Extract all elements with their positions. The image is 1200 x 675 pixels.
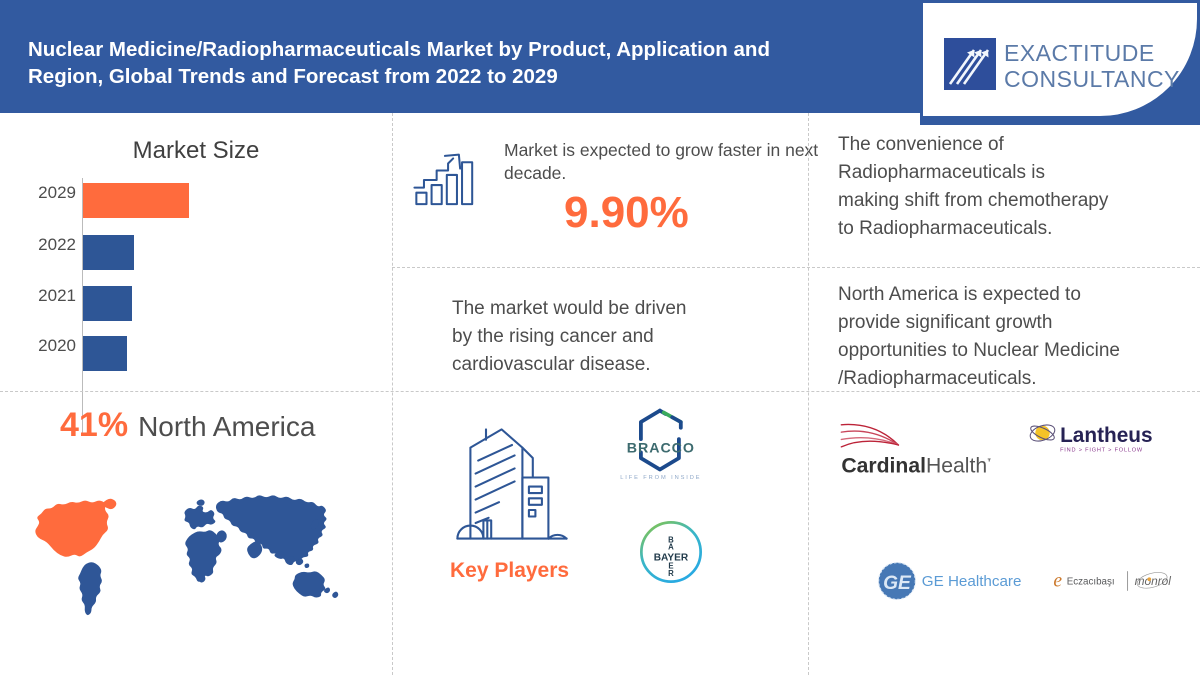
svg-text:Eczacıbaşı: Eczacıbaşı xyxy=(1067,577,1115,588)
svg-text:LIFE FROM INSIDE: LIFE FROM INSIDE xyxy=(620,475,701,481)
svg-text:Lantheus: Lantheus xyxy=(1060,424,1152,447)
svg-text:A: A xyxy=(668,543,674,552)
svg-text:BRACCO: BRACCO xyxy=(627,440,695,456)
svg-text:monrol: monrol xyxy=(1135,574,1172,588)
svg-text:e: e xyxy=(1053,571,1062,592)
svg-text:GE: GE xyxy=(883,573,912,594)
svg-text:FIND > FIGHT > FOLLOW: FIND > FIGHT > FOLLOW xyxy=(1060,447,1143,453)
svg-text:R: R xyxy=(668,569,674,578)
svg-text:CardinalHealth™: CardinalHealth™ xyxy=(841,455,991,478)
